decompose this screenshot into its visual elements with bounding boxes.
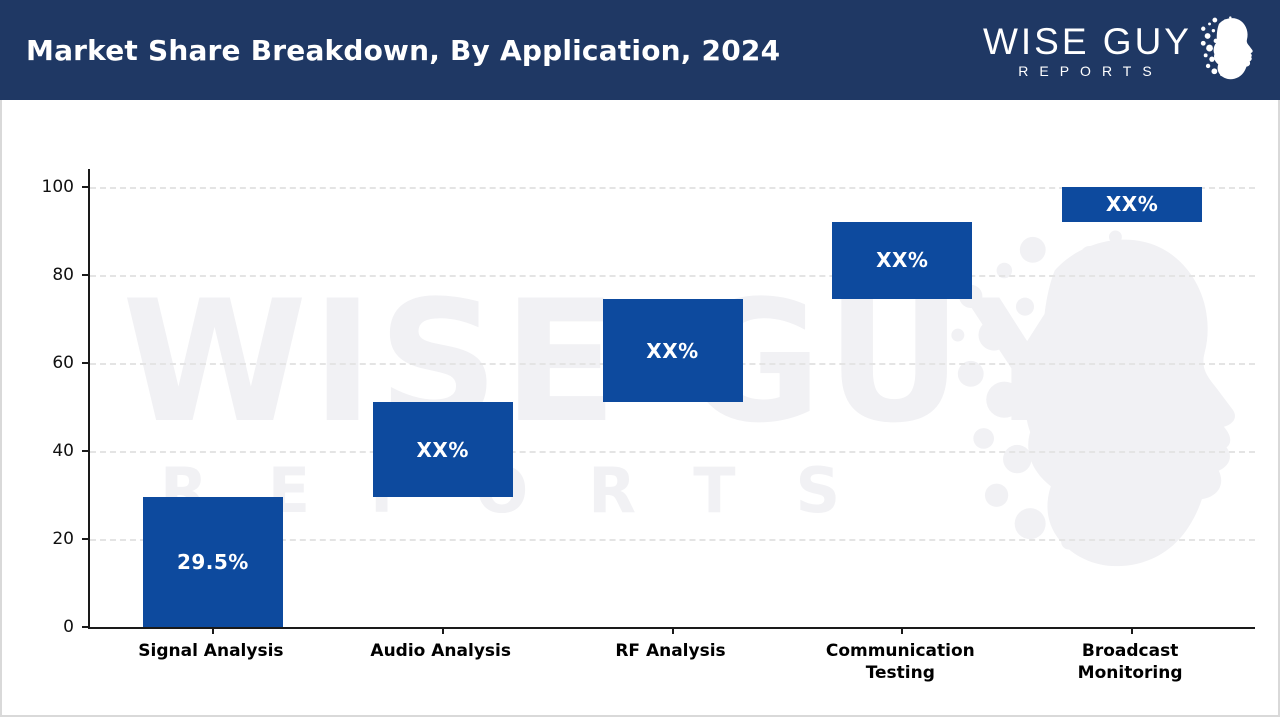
y-tick-label: 20 <box>52 528 74 549</box>
watermark-head-icon <box>951 230 1236 567</box>
x-tick-mark <box>671 627 674 634</box>
y-tick-label: 40 <box>52 440 74 461</box>
y-tick-mark <box>82 449 90 452</box>
bar-value-label: XX% <box>416 437 469 462</box>
bar: XX% <box>372 402 513 498</box>
x-axis-category-labels: Signal Analysis Audio Analysis RF Analysis… <box>88 640 1253 700</box>
y-tick-mark <box>82 626 90 628</box>
x-tick-mark <box>901 627 904 634</box>
bar-value-label: XX% <box>646 338 699 363</box>
category-label: Broadcast Monitoring <box>1077 641 1183 684</box>
category-label: Signal Analysis <box>138 641 284 661</box>
y-tick-label: 0 <box>63 617 74 637</box>
x-tick-mark <box>211 627 214 634</box>
brand-subname: REPORTS <box>1018 62 1163 79</box>
bar: 29.5% <box>142 497 283 627</box>
y-tick-label: 100 <box>41 176 74 197</box>
y-tick-mark <box>82 185 90 188</box>
bar-value-label: 29.5% <box>176 550 249 575</box>
page-title: Market Share Breakdown, By Application, … <box>26 33 781 67</box>
category-label: Audio Analysis <box>370 641 511 661</box>
y-tick-mark <box>82 537 90 540</box>
gridline <box>90 538 1255 541</box>
bar-value-label: XX% <box>876 248 929 273</box>
bar-value-label: XX% <box>1105 192 1159 217</box>
brand-logo: WISE GUY REPORTS <box>983 10 1254 90</box>
gridline <box>90 450 1255 453</box>
y-tick-mark <box>82 361 90 364</box>
header: Market Share Breakdown, By Application, … <box>0 0 1280 100</box>
gridline <box>90 186 1255 189</box>
bar: XX% <box>602 298 743 403</box>
category-label: RF Analysis <box>615 641 726 661</box>
x-tick-mark <box>441 627 444 634</box>
y-tick-mark <box>82 273 90 276</box>
brand-head-icon <box>1200 16 1253 80</box>
brand-name: WISE GUY <box>982 20 1192 62</box>
bar: XX% <box>832 221 973 299</box>
gridline <box>90 274 1255 277</box>
category-label: Communication Testing <box>825 641 975 684</box>
y-tick-label: 80 <box>52 264 74 285</box>
y-tick-label: 60 <box>52 352 74 373</box>
x-tick-mark <box>1131 627 1134 634</box>
brand-logo-text: WISE GUY REPORTS <box>983 23 1192 78</box>
chart-plot: 0 20 40 60 80 100 29.5% XX% XX% XX% XX% <box>42 169 1255 637</box>
bar: XX% <box>1062 186 1203 222</box>
